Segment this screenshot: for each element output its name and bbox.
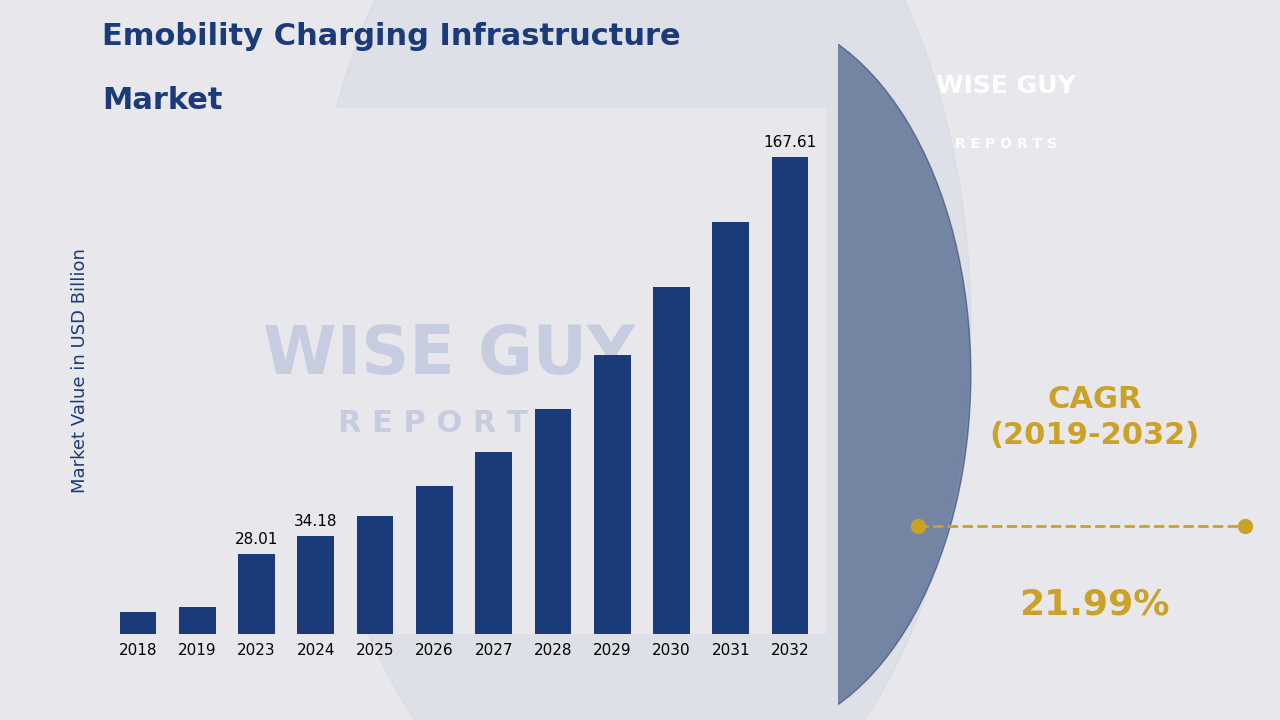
Bar: [119, 612, 156, 634]
Bar: [653, 287, 690, 634]
Text: 167.61: 167.61: [763, 135, 817, 150]
Text: R E P O R T S: R E P O R T S: [338, 409, 561, 438]
Y-axis label: Market Value in USD Billion: Market Value in USD Billion: [70, 248, 88, 493]
Text: WISE GUY: WISE GUY: [264, 322, 636, 388]
Text: 34.18: 34.18: [294, 514, 338, 529]
Text: WISE GUY: WISE GUY: [937, 74, 1076, 99]
Circle shape: [308, 0, 972, 720]
Text: 21.99%: 21.99%: [1019, 588, 1170, 622]
Bar: [416, 486, 453, 634]
Bar: [475, 451, 512, 634]
Bar: [772, 158, 809, 634]
Bar: [535, 409, 571, 634]
Bar: [594, 355, 631, 634]
Bar: [179, 607, 215, 634]
Text: CAGR
(2019-2032): CAGR (2019-2032): [989, 385, 1199, 450]
Bar: [238, 554, 275, 634]
Circle shape: [530, 14, 972, 720]
Text: Market: Market: [102, 86, 223, 115]
Bar: [297, 536, 334, 634]
Bar: [357, 516, 393, 634]
Bar: [713, 222, 749, 634]
Text: 28.01: 28.01: [234, 532, 278, 547]
Text: Emobility Charging Infrastructure: Emobility Charging Infrastructure: [102, 22, 681, 50]
Text: R E P O R T S: R E P O R T S: [955, 137, 1057, 151]
